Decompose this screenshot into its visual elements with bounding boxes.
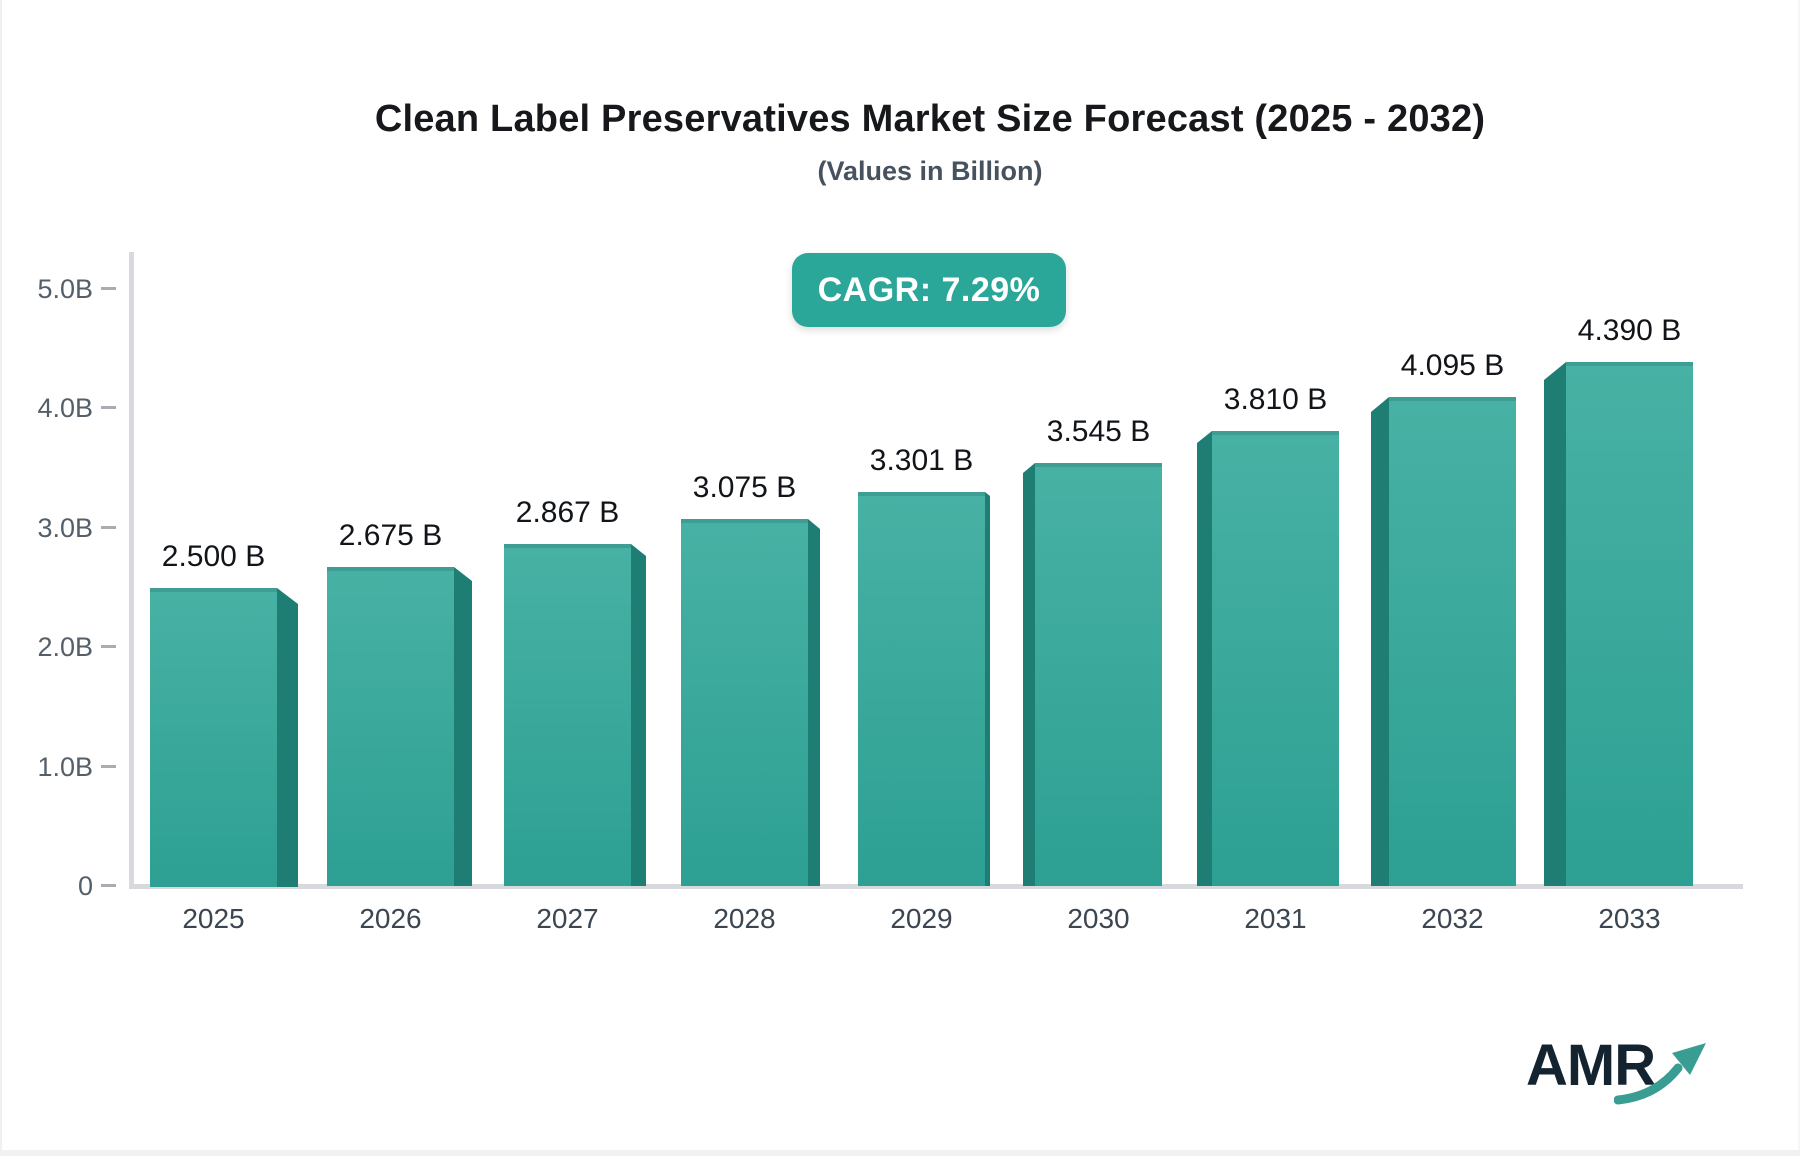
bar-2030 xyxy=(1035,463,1162,886)
bar-side-2025 xyxy=(277,588,298,887)
bar-value-label: 4.095 B xyxy=(1400,349,1505,382)
bar-2032 xyxy=(1389,397,1516,886)
bar-2026 xyxy=(327,567,454,886)
bar-2025 xyxy=(150,588,277,887)
y-axis-tick xyxy=(101,287,116,290)
x-axis-line xyxy=(129,884,1743,889)
bar-side-2032 xyxy=(1371,397,1389,886)
bar-value-label: 3.545 B xyxy=(1046,415,1151,448)
cagr-badge-label: CAGR: 7.29% xyxy=(817,270,1041,309)
bar-side-2027 xyxy=(631,544,646,886)
y-axis-tick-label: 2.0B xyxy=(37,632,93,662)
bar-2027 xyxy=(504,544,631,886)
cagr-badge: CAGR: 7.29% xyxy=(792,253,1066,327)
x-axis-label-2026: 2026 xyxy=(359,903,422,934)
bar-2029 xyxy=(858,492,985,886)
bar-side-2033 xyxy=(1544,362,1566,886)
bar-value-label: 2.675 B xyxy=(338,519,443,552)
bar-value-label: 2.867 B xyxy=(515,496,620,529)
bar-side-2028 xyxy=(808,519,820,886)
bar-2028 xyxy=(681,519,808,886)
bar-2033 xyxy=(1566,362,1693,886)
x-axis-label-2031: 2031 xyxy=(1244,903,1307,934)
y-axis-tick xyxy=(101,526,116,529)
x-axis-label-2025: 2025 xyxy=(182,903,245,934)
y-axis-tick-label: 5.0B xyxy=(37,274,93,304)
bar-side-2026 xyxy=(454,567,472,886)
y-axis-tick-label: 1.0B xyxy=(37,752,93,782)
y-axis-tick-label: 0 xyxy=(77,871,93,901)
chart-subtitle: (Values in Billion) xyxy=(817,156,1043,186)
bar-value-label: 3.301 B xyxy=(869,444,974,477)
y-axis-tick xyxy=(101,645,116,648)
x-axis-label-2033: 2033 xyxy=(1598,903,1661,934)
bar-side-2031 xyxy=(1197,431,1212,886)
bar-value-label: 3.075 B xyxy=(692,471,797,504)
amr-logo: AMR xyxy=(1526,1032,1716,1112)
x-axis-label-2027: 2027 xyxy=(536,903,599,934)
y-axis-tick-label: 4.0B xyxy=(37,393,93,423)
y-axis-tick xyxy=(101,765,116,768)
x-axis-label-2030: 2030 xyxy=(1067,903,1130,934)
chart-title: Clean Label Preservatives Market Size Fo… xyxy=(374,98,1486,140)
page-edge-right xyxy=(1798,0,1800,1156)
y-axis-tick xyxy=(101,884,116,887)
bar-value-label: 3.810 B xyxy=(1223,383,1328,416)
x-axis-label-2028: 2028 xyxy=(713,903,776,934)
x-axis-label-2032: 2032 xyxy=(1421,903,1484,934)
y-axis-tick xyxy=(101,406,116,409)
bar-value-label: 4.390 B xyxy=(1577,314,1682,347)
x-axis-label-2029: 2029 xyxy=(890,903,953,934)
bar-side-2030 xyxy=(1023,463,1035,886)
growth-arrow-icon xyxy=(1614,1043,1706,1105)
y-axis-line xyxy=(129,252,134,888)
page-edge-bottom xyxy=(0,1150,1800,1156)
amr-logo-text: AMR xyxy=(1526,1033,1656,1098)
page-edge-left xyxy=(0,0,2,1156)
bar-2031 xyxy=(1212,431,1339,886)
bar-side-2029 xyxy=(985,492,990,886)
bar-value-label: 2.500 B xyxy=(161,540,266,573)
y-axis-tick-label: 3.0B xyxy=(37,513,93,543)
